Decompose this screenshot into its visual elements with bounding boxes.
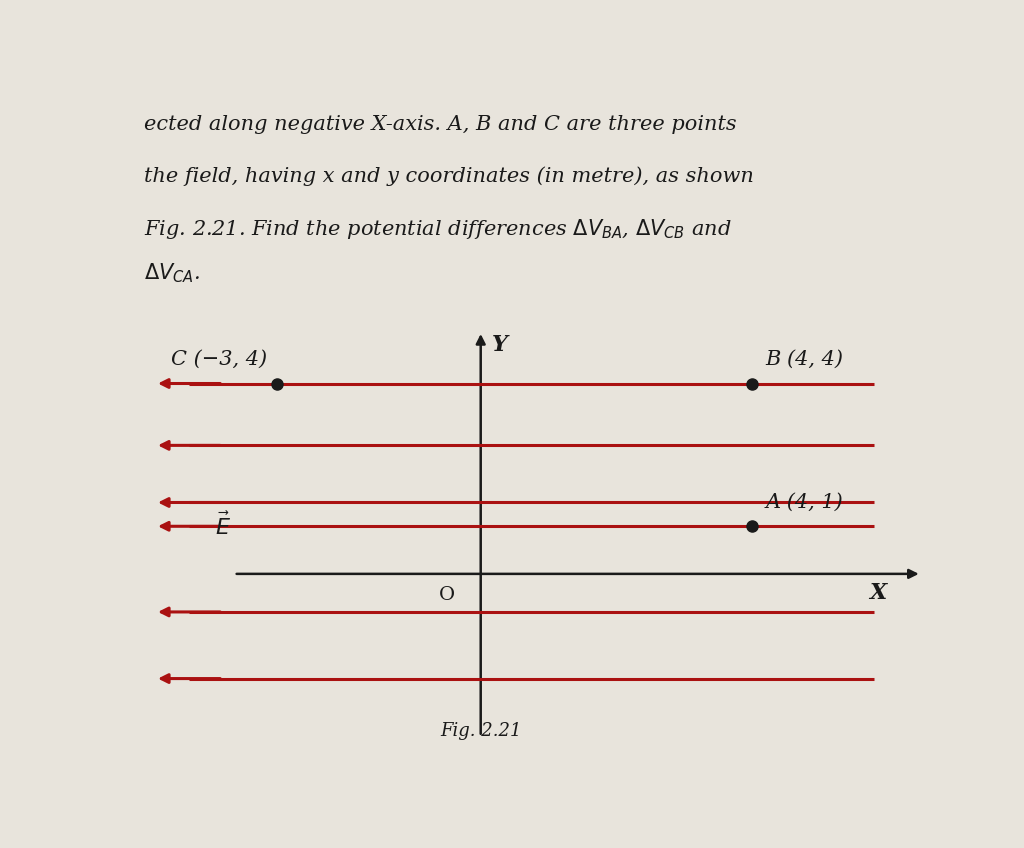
Text: A (4, 1): A (4, 1)	[766, 493, 844, 512]
Text: B (4, 4): B (4, 4)	[766, 350, 844, 369]
Text: Y: Y	[492, 334, 508, 356]
Text: the field, having x and y coordinates (in metre), as shown: the field, having x and y coordinates (i…	[143, 166, 754, 187]
Text: $\Delta V_{CA}$.: $\Delta V_{CA}$.	[143, 261, 200, 285]
Text: ected along negative X-axis. A, B and C are three points: ected along negative X-axis. A, B and C …	[143, 114, 736, 134]
Text: Fig. 2.21. Find the potential differences $\Delta V_{BA}$, $\Delta V_{CB}$ and: Fig. 2.21. Find the potential difference…	[143, 216, 731, 241]
Text: O: O	[438, 586, 455, 605]
Text: $\vec{E}$: $\vec{E}$	[215, 513, 231, 540]
Text: Fig. 2.21: Fig. 2.21	[440, 722, 521, 740]
Text: X: X	[869, 582, 886, 604]
Text: C (−3, 4): C (−3, 4)	[171, 350, 267, 369]
